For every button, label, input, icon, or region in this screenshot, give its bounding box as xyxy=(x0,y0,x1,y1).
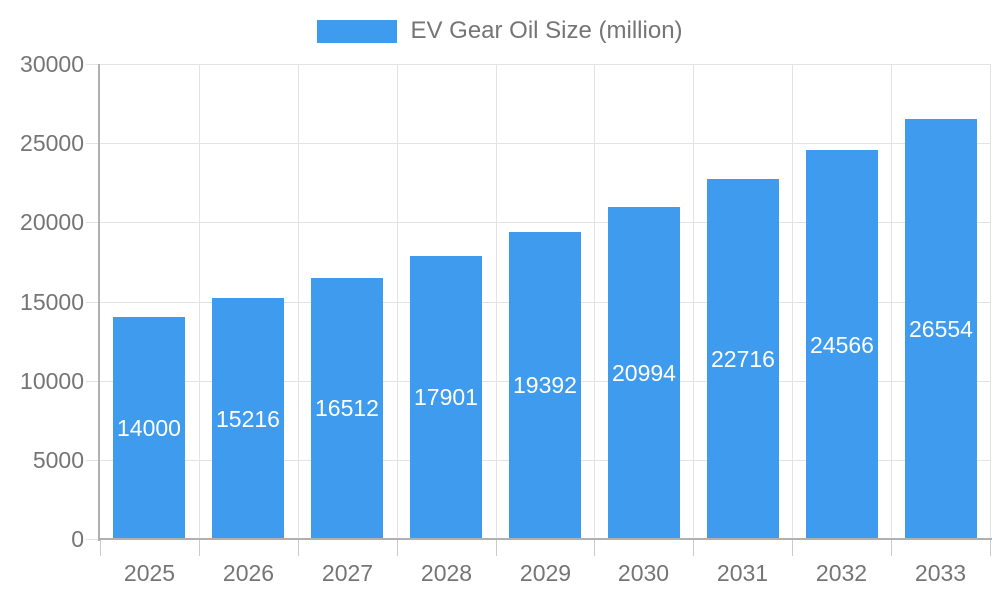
gridline-horizontal xyxy=(100,64,990,65)
y-tick-label: 25000 xyxy=(20,130,84,156)
bar-value-label: 20994 xyxy=(612,360,676,386)
x-tick-label: 2029 xyxy=(519,560,572,586)
gridline-vertical xyxy=(891,64,892,539)
bar-value-label: 24566 xyxy=(810,332,874,358)
bar-value-label: 15216 xyxy=(216,406,280,432)
y-tick-label: 20000 xyxy=(20,209,84,235)
y-tick-label: 5000 xyxy=(32,447,84,473)
gridline-vertical xyxy=(199,64,200,539)
x-tick-label: 2025 xyxy=(123,560,176,586)
bar-value-label: 17901 xyxy=(414,384,478,410)
bar[interactable] xyxy=(509,232,581,539)
bar-value-label: 14000 xyxy=(117,415,181,441)
x-axis-tick xyxy=(397,540,398,556)
x-axis-tick xyxy=(594,540,595,556)
bar[interactable] xyxy=(410,256,482,539)
y-tick-label: 10000 xyxy=(20,368,84,394)
bar[interactable] xyxy=(608,207,680,539)
y-axis-tick xyxy=(86,64,100,65)
gridline-vertical xyxy=(298,64,299,539)
x-axis-tick xyxy=(792,540,793,556)
x-axis-tick xyxy=(199,540,200,556)
y-axis-tick xyxy=(86,302,100,303)
bar[interactable] xyxy=(113,317,185,539)
x-tick-label: 2031 xyxy=(716,560,769,586)
legend-label: EV Gear Oil Size (million) xyxy=(410,17,683,44)
x-axis-tick xyxy=(693,540,694,556)
y-tick-label: 15000 xyxy=(20,289,84,315)
gridline-vertical xyxy=(693,64,694,539)
x-axis-line xyxy=(98,538,992,540)
gridline-vertical xyxy=(397,64,398,539)
bar[interactable] xyxy=(311,278,383,539)
y-axis-tick xyxy=(86,222,100,223)
y-tick-label: 0 xyxy=(71,526,84,552)
legend: EV Gear Oil Size (million) xyxy=(0,17,1000,45)
y-axis-tick xyxy=(86,143,100,144)
y-axis-tick xyxy=(86,460,100,461)
x-tick-label: 2026 xyxy=(222,560,275,586)
legend-swatch xyxy=(317,19,398,43)
x-tick-label: 2032 xyxy=(815,560,868,586)
gridline-vertical xyxy=(594,64,595,539)
gridline-vertical xyxy=(496,64,497,539)
gridline-vertical xyxy=(792,64,793,539)
gridline-horizontal xyxy=(100,222,990,223)
bar[interactable] xyxy=(707,179,779,539)
gridline-vertical xyxy=(990,64,991,539)
bar[interactable] xyxy=(806,150,878,539)
x-tick-label: 2027 xyxy=(321,560,374,586)
y-axis-tick xyxy=(86,381,100,382)
x-axis-tick xyxy=(100,540,101,556)
bar[interactable] xyxy=(212,298,284,539)
bar-value-label: 26554 xyxy=(909,316,973,342)
bar[interactable] xyxy=(905,119,977,539)
bar-value-label: 19392 xyxy=(513,372,577,398)
y-axis-line xyxy=(98,64,100,541)
y-axis-tick xyxy=(86,539,100,540)
bar-value-label: 22716 xyxy=(711,346,775,372)
x-axis-tick xyxy=(990,540,991,556)
x-axis-tick xyxy=(891,540,892,556)
x-tick-label: 2028 xyxy=(420,560,473,586)
bar-value-label: 16512 xyxy=(315,395,379,421)
x-tick-label: 2033 xyxy=(914,560,967,586)
x-tick-label: 2030 xyxy=(617,560,670,586)
x-axis-tick xyxy=(496,540,497,556)
x-axis-tick xyxy=(298,540,299,556)
y-tick-label: 30000 xyxy=(20,51,84,77)
gridline-horizontal xyxy=(100,143,990,144)
